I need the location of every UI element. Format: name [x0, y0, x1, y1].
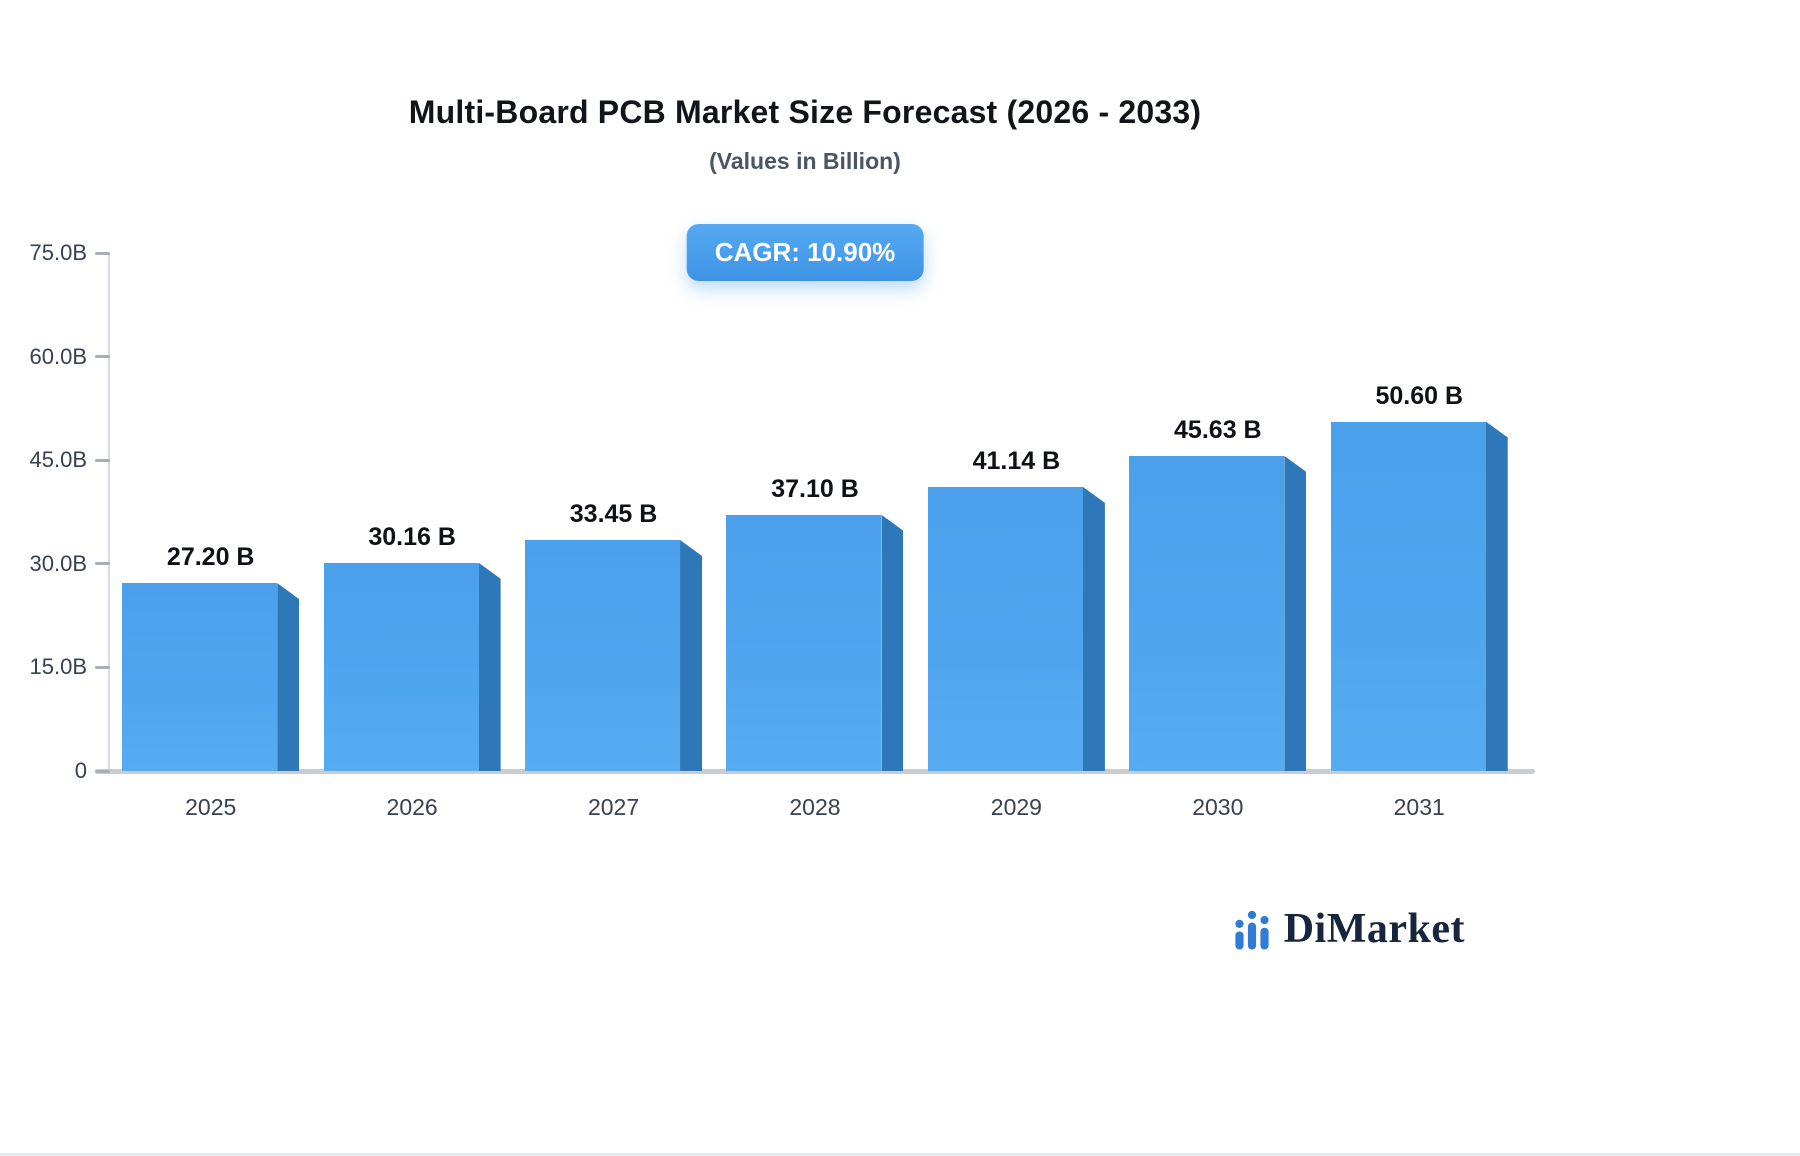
tick-mark: [95, 665, 110, 669]
bar: 33.45 B: [525, 500, 703, 771]
bar-group: 41.14 B 2029: [927, 447, 1105, 820]
plot-area: 0 15.0B 30.0B 45.0B 60.0B 75.0B 27.20 B 2025 30…: [30, 240, 1535, 820]
bar-value-label: 50.60 B: [1375, 381, 1464, 410]
x-axis-label: 2027: [587, 794, 640, 820]
x-axis-label: 2030: [1192, 794, 1244, 820]
chart-subtitle: (Values in Billion): [709, 148, 901, 174]
brand-logo: DiMarket: [1230, 905, 1465, 953]
x-axis-label: 2028: [789, 794, 841, 820]
bar: 45.63 B: [1129, 416, 1307, 771]
y-axis-tick: 45.0B: [0, 447, 110, 472]
bar-side-shadow: [1485, 421, 1508, 771]
y-axis-line: [108, 253, 110, 771]
bar-face: [323, 562, 479, 771]
bar-side-shadow: [1082, 486, 1105, 771]
bar-side-shadow: [1284, 455, 1307, 771]
y-axis-tick: 60.0B: [0, 344, 110, 369]
tick-mark: [95, 562, 110, 566]
bar-value-label: 41.14 B: [972, 446, 1061, 475]
bar-face: [927, 486, 1083, 771]
bar-group: 30.16 B 2026: [323, 523, 501, 820]
y-axis-tick: 75.0B: [0, 240, 110, 265]
x-axis-label: 2029: [990, 794, 1042, 820]
x-axis-label: 2025: [185, 794, 237, 820]
bars-container: 27.20 B 2025 30.16 B 2026 33.45 B 2027 37.10 B…: [110, 253, 1520, 820]
x-axis-line: [95, 769, 1535, 774]
y-axis-tick: 30.0B: [0, 551, 110, 576]
bar-group: 33.45 B 2027: [525, 500, 703, 820]
bar-face: [122, 583, 278, 771]
bar-group: 37.10 B 2028: [726, 475, 904, 820]
bar-group: 27.20 B 2025: [122, 543, 300, 820]
x-axis-label: 2026: [386, 794, 438, 820]
bar-value-label: 37.10 B: [771, 474, 859, 503]
cagr-badge: CAGR: 10.90%: [686, 224, 924, 281]
y-axis-tick: 15.0B: [0, 654, 110, 679]
bar-group: 45.63 B 2030: [1129, 416, 1307, 820]
bar-face: [1129, 455, 1285, 771]
bar-side-shadow: [277, 583, 300, 771]
chart-title: Multi-Board PCB Market Size Forecast (20…: [408, 94, 1202, 130]
bar: 50.60 B: [1330, 382, 1508, 771]
bar-face: [726, 514, 882, 771]
tick-mark: [95, 355, 110, 359]
bar-side-shadow: [881, 514, 904, 771]
bar-face: [1330, 421, 1486, 771]
x-axis-label: 2031: [1393, 794, 1445, 820]
bar: 27.20 B: [122, 543, 300, 771]
tick-mark: [95, 769, 110, 773]
bar-value-label: 30.16 B: [368, 522, 456, 551]
bar-value-label: 27.20 B: [166, 543, 255, 572]
bar-chart-icon: [1235, 910, 1269, 950]
bar-group: 50.60 B 2031: [1330, 382, 1508, 820]
bar-value-label: 33.45 B: [569, 500, 658, 528]
bar-value-label: 45.63 B: [1174, 415, 1262, 444]
bar-face: [525, 540, 681, 771]
bar-side-shadow: [680, 540, 703, 771]
bar: 41.14 B: [927, 447, 1105, 771]
bar: 37.10 B: [726, 475, 904, 771]
bar: 30.16 B: [323, 523, 501, 771]
y-axis-tick: 0: [0, 758, 110, 783]
tick-mark: [95, 251, 110, 255]
bar-side-shadow: [478, 562, 501, 771]
tick-mark: [95, 458, 110, 462]
brand-logo-text: DiMarket: [1283, 906, 1465, 952]
